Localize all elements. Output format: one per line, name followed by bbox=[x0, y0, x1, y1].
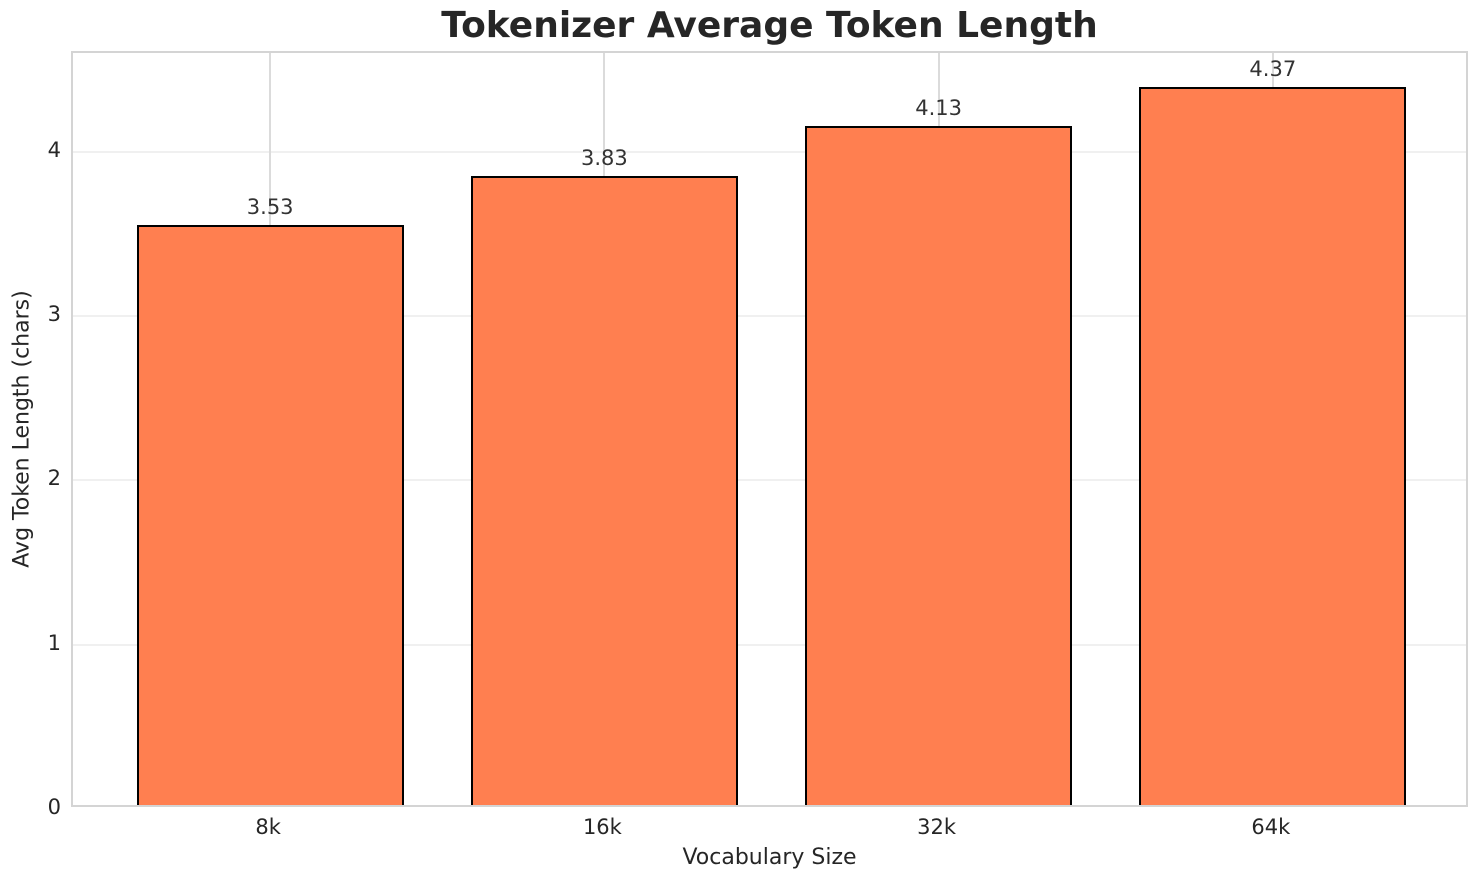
bar bbox=[136, 224, 404, 805]
bar bbox=[1139, 86, 1407, 805]
y-tick-label: 1 bbox=[47, 630, 61, 655]
bar-value-label: 3.83 bbox=[581, 145, 628, 170]
plot-inner: 3.53 3.83 4.13 4.37 bbox=[73, 53, 1466, 805]
bar-value-label: 4.37 bbox=[1249, 56, 1297, 81]
y-axis-label: Avg Token Length (chars) bbox=[9, 290, 35, 568]
y-tick-label: 3 bbox=[47, 301, 61, 326]
h-gridline bbox=[73, 314, 1466, 317]
x-tick-label: 64k bbox=[1251, 815, 1291, 839]
bar bbox=[804, 126, 1073, 805]
plot-area: 3.53 3.83 4.13 4.37 bbox=[71, 51, 1468, 807]
h-gridline bbox=[73, 150, 1466, 153]
x-axis-label: Vocabulary Size bbox=[682, 845, 857, 870]
x-tick-label: 32k bbox=[917, 815, 957, 839]
chart-title: Tokenizer Average Token Length bbox=[441, 5, 1098, 46]
y-tick-label: 0 bbox=[47, 795, 61, 819]
h-gridline bbox=[73, 643, 1466, 646]
bar-value-label: 3.53 bbox=[246, 194, 294, 219]
bar-value-label: 4.13 bbox=[915, 96, 962, 121]
x-tick-label: 16k bbox=[582, 815, 622, 839]
y-tick-label: 4 bbox=[47, 137, 61, 162]
y-tick-label: 2 bbox=[47, 466, 61, 491]
x-tick-label: 8k bbox=[255, 815, 281, 839]
bar bbox=[470, 175, 739, 805]
h-gridline bbox=[73, 479, 1466, 482]
